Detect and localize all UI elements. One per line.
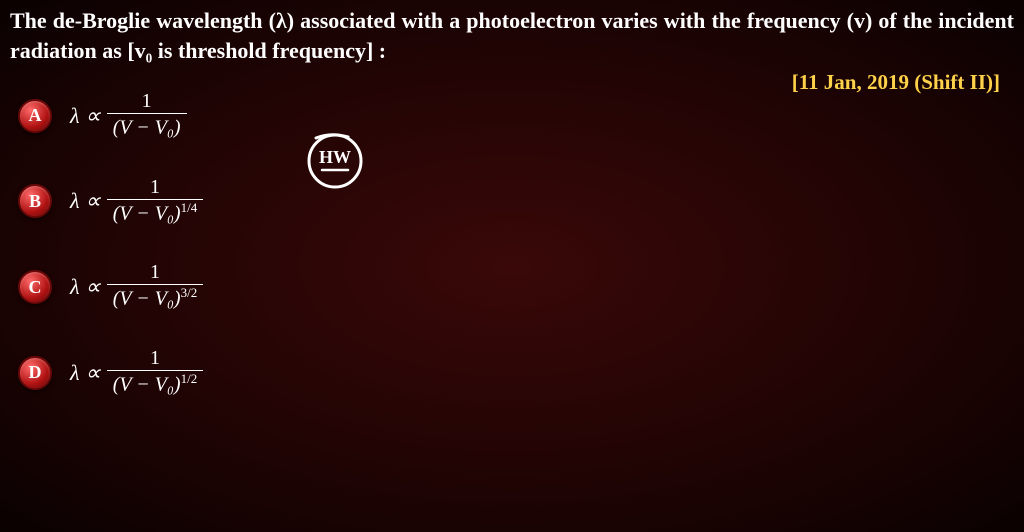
option-d-num: 1 bbox=[144, 347, 166, 370]
option-a-formula: λ ∝ 1 (V − V₀) bbox=[70, 90, 187, 142]
option-c-num: 1 bbox=[144, 261, 166, 284]
option-a-prefix: λ ∝ bbox=[70, 103, 101, 129]
option-b[interactable]: B λ ∝ 1 (V − V₀)1/4 bbox=[18, 176, 203, 228]
option-c-bullet: C bbox=[18, 270, 52, 304]
hw-text: HW bbox=[319, 147, 351, 167]
option-b-formula: λ ∝ 1 (V − V₀)1/4 bbox=[70, 176, 203, 228]
question-stem: The de-Broglie wavelength (λ) associated… bbox=[10, 6, 1014, 65]
option-b-den: (V − V₀)1/4 bbox=[107, 199, 203, 228]
option-d[interactable]: D λ ∝ 1 (V − V₀)1/2 bbox=[18, 347, 203, 399]
option-a-bullet: A bbox=[18, 99, 52, 133]
option-c-formula: λ ∝ 1 (V − V₀)3/2 bbox=[70, 261, 203, 313]
option-b-num: 1 bbox=[144, 176, 166, 199]
option-c-den: (V − V₀)3/2 bbox=[107, 284, 203, 313]
option-d-den: (V − V₀)1/2 bbox=[107, 370, 203, 399]
option-d-bullet: D bbox=[18, 356, 52, 390]
option-c[interactable]: C λ ∝ 1 (V − V₀)3/2 bbox=[18, 261, 203, 313]
option-b-bullet: B bbox=[18, 184, 52, 218]
option-a[interactable]: A λ ∝ 1 (V − V₀) bbox=[18, 90, 203, 142]
source-tag: [11 Jan, 2019 (Shift II)] bbox=[792, 70, 1000, 95]
hw-annotation-icon: HW bbox=[296, 130, 374, 192]
option-b-prefix: λ ∝ bbox=[70, 188, 101, 214]
option-a-den: (V − V₀) bbox=[107, 113, 187, 142]
option-d-formula: λ ∝ 1 (V − V₀)1/2 bbox=[70, 347, 203, 399]
option-a-num: 1 bbox=[136, 90, 158, 113]
option-c-prefix: λ ∝ bbox=[70, 274, 101, 300]
options-list: A λ ∝ 1 (V − V₀) B λ ∝ 1 (V − V₀)1/4 C bbox=[18, 90, 203, 433]
option-d-prefix: λ ∝ bbox=[70, 360, 101, 386]
